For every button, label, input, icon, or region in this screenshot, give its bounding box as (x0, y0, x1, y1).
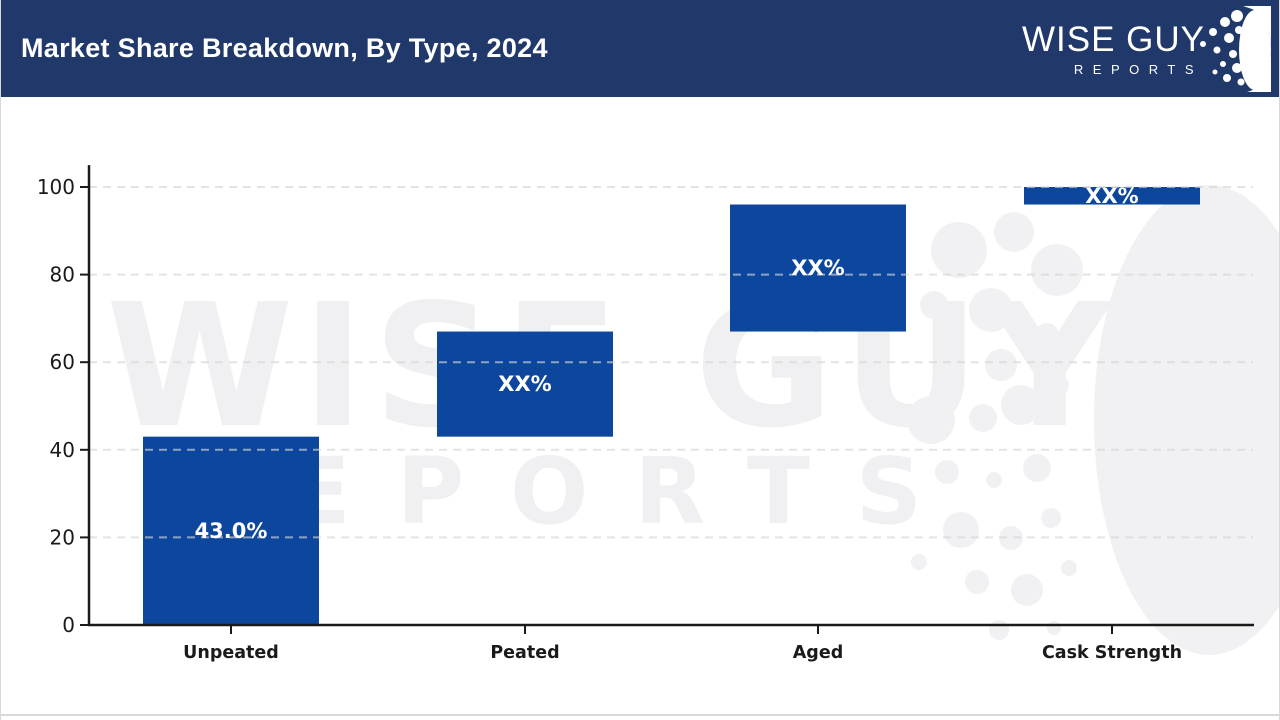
y-tick-label: 60 (50, 350, 75, 374)
y-tick-label: 0 (62, 613, 75, 637)
y-tick-label: 80 (50, 263, 75, 287)
brand-face-icon (1200, 6, 1271, 92)
bar-segment (437, 331, 613, 437)
x-category-label: Peated (490, 643, 559, 663)
bar-segment (143, 436, 319, 625)
bar-value-label: XX% (498, 372, 551, 396)
header-bar: Market Share Breakdown, By Type, 2024 WI… (1, 0, 1279, 97)
x-category-label: Aged (793, 643, 843, 663)
bar-segment (1024, 187, 1200, 205)
x-category-label: Cask Strength (1042, 643, 1182, 663)
x-category-label: Unpeated (183, 643, 279, 663)
brand-logo-text: WISE GUY REPORTS (1022, 22, 1205, 76)
bar-value-label: 43.0% (195, 519, 268, 543)
page-bottom-border (1, 714, 1279, 716)
brand-subname: REPORTS (1073, 62, 1203, 77)
bar-value-label: XX% (791, 256, 844, 280)
bar-segment (730, 204, 906, 332)
y-tick-label: 20 (50, 525, 75, 549)
y-tick-label: 40 (50, 438, 75, 462)
y-tick-label: 100 (37, 175, 75, 199)
page-title: Market Share Breakdown, By Type, 2024 (21, 33, 548, 63)
bar-value-label: XX% (1085, 184, 1138, 208)
brand-name: WISE GUY (1021, 20, 1205, 59)
brand-logo: WISE GUY REPORTS (1005, 6, 1271, 92)
